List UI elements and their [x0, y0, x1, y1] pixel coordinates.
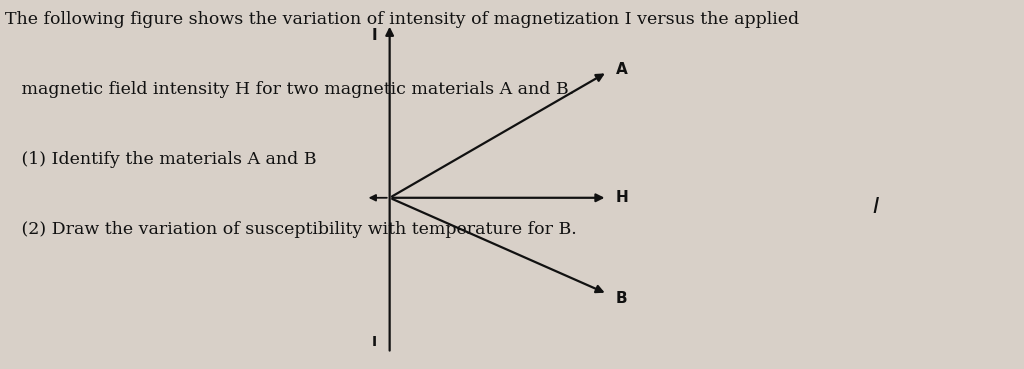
- Text: I: I: [372, 335, 377, 349]
- Text: B: B: [616, 291, 628, 306]
- Text: I: I: [372, 28, 377, 44]
- Text: (2) Draw the variation of susceptibility with temperature for B.: (2) Draw the variation of susceptibility…: [5, 221, 577, 238]
- Text: (1) Identify the materials A and B: (1) Identify the materials A and B: [5, 151, 316, 168]
- Text: A: A: [616, 62, 628, 77]
- Text: I: I: [872, 197, 879, 217]
- Text: The following figure shows the variation of intensity of magnetization I versus : The following figure shows the variation…: [5, 11, 800, 28]
- Text: H: H: [616, 190, 629, 205]
- Text: magnetic field intensity H for two magnetic materials A and B.: magnetic field intensity H for two magne…: [5, 81, 574, 98]
